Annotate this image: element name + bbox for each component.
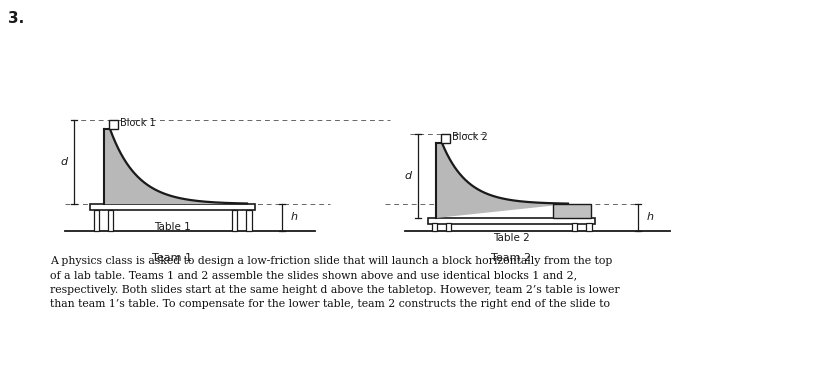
Polygon shape <box>436 143 568 218</box>
Text: h: h <box>647 212 654 223</box>
Text: Block 1: Block 1 <box>120 118 156 128</box>
Text: d: d <box>61 157 67 167</box>
Bar <box>572 223 577 231</box>
Text: Table 2: Table 2 <box>493 233 530 244</box>
Text: Team 1: Team 1 <box>152 253 192 263</box>
Bar <box>94 209 100 231</box>
Bar <box>432 223 438 231</box>
Bar <box>90 204 255 209</box>
Polygon shape <box>104 129 247 204</box>
Text: 3.: 3. <box>8 11 24 26</box>
Text: d: d <box>404 171 412 181</box>
Bar <box>446 223 452 231</box>
Bar <box>109 120 118 129</box>
Bar <box>586 223 592 231</box>
Bar <box>428 218 595 223</box>
Text: h: h <box>291 212 298 223</box>
Bar <box>246 209 251 231</box>
Bar <box>441 134 450 143</box>
Text: A physics class is asked to design a low-friction slide that will launch a block: A physics class is asked to design a low… <box>50 256 620 309</box>
Text: Table 1: Table 1 <box>154 223 191 232</box>
Bar <box>553 204 591 218</box>
Text: Block 2: Block 2 <box>452 132 488 142</box>
Bar <box>232 209 237 231</box>
Text: Team 2: Team 2 <box>492 253 532 263</box>
Bar <box>108 209 113 231</box>
